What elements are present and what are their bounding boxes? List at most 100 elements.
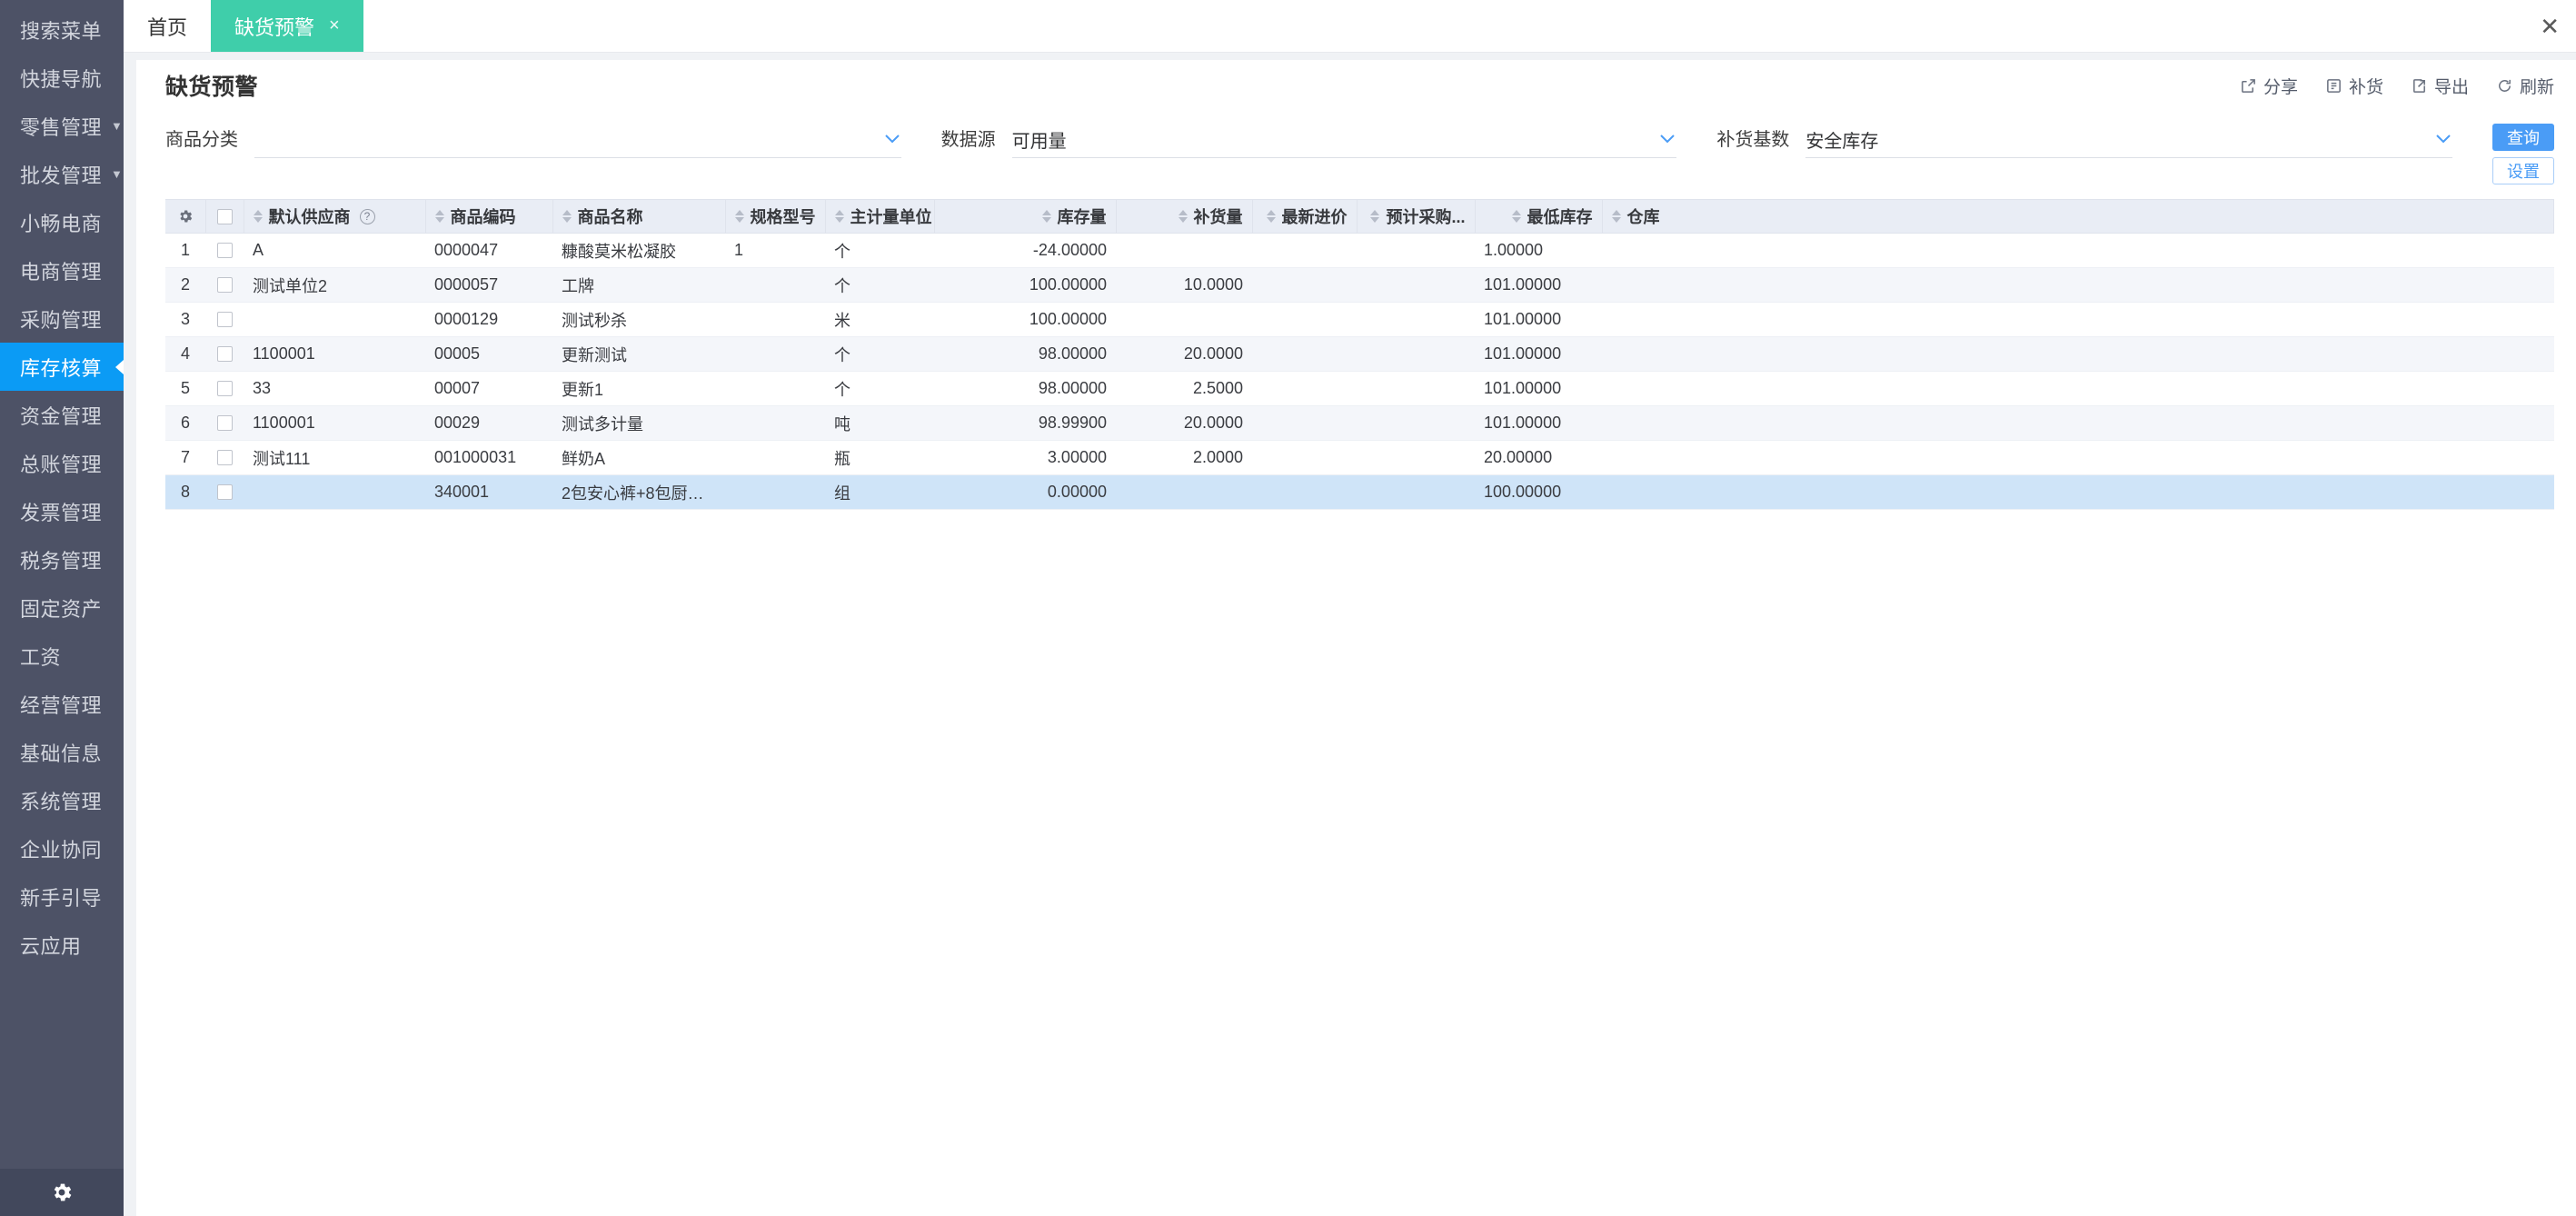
row-checkbox[interactable] xyxy=(216,346,233,362)
row-checkbox-cell[interactable] xyxy=(205,336,244,372)
row-checkbox-cell[interactable] xyxy=(205,267,244,303)
row-checkbox-cell[interactable] xyxy=(205,440,244,475)
sidebar-item-label: 经营管理 xyxy=(20,693,103,717)
select-all-checkbox[interactable] xyxy=(216,208,233,224)
sort-icon[interactable] xyxy=(734,210,744,223)
sidebar-item-16[interactable]: 系统管理 xyxy=(0,776,124,824)
sidebar-item-9[interactable]: 总账管理 xyxy=(0,439,124,487)
row-checkbox[interactable] xyxy=(216,415,233,431)
sidebar-item-5[interactable]: 电商管理 xyxy=(0,246,124,294)
refresh-button[interactable]: 刷新 xyxy=(2496,74,2554,98)
row-checkbox[interactable] xyxy=(216,450,233,465)
sidebar-item-inventory[interactable]: 库存核算 xyxy=(0,343,124,391)
sidebar-list[interactable]: 搜索菜单 快捷导航 零售管理 ▼ 批发管理 ▼ 小畅电商 电商管理 采购管理 库存核… xyxy=(0,0,124,1169)
sidebar-item-14[interactable]: 经营管理 xyxy=(0,680,124,728)
th-price[interactable]: 最新进价 xyxy=(1252,199,1358,234)
sidebar-item-8[interactable]: 资金管理 xyxy=(0,391,124,439)
sidebar-item-19[interactable]: 云应用 xyxy=(0,921,124,969)
sidebar-item-4[interactable]: 小畅电商 xyxy=(0,198,124,246)
share-button[interactable]: 分享 xyxy=(2240,74,2298,98)
th-stock[interactable]: 库存量 xyxy=(934,199,1117,234)
help-icon[interactable]: ? xyxy=(359,208,375,224)
sidebar-item-17[interactable]: 企业协同 xyxy=(0,824,124,872)
th-price-label: 最新进价 xyxy=(1281,208,1348,226)
th-name-label: 商品名称 xyxy=(577,208,643,226)
sort-icon[interactable] xyxy=(1178,210,1188,223)
sort-icon[interactable] xyxy=(1511,210,1521,223)
row-checkbox[interactable] xyxy=(216,484,233,500)
filter-replenish-base-select[interactable]: 安全库存 xyxy=(1805,122,2453,158)
table-row[interactable]: 5 33 00007 更新1 个 98.00000 2.5000 101.00000 xyxy=(165,371,2554,406)
table-row[interactable]: 6 1100001 00029 测试多计量 吨 98.99900 20.0000 101.00… xyxy=(165,405,2554,441)
sidebar-item-label: 固定资产 xyxy=(20,597,103,621)
page-header: 缺货预警 分享 补货 导出 xyxy=(136,60,2576,111)
th-spec[interactable]: 规格型号 xyxy=(725,199,826,234)
table-row[interactable]: 7 测试111 001000031 鲜奶A 瓶 3.00000 2.0000 20.00000 xyxy=(165,440,2554,475)
row-checkbox-cell[interactable] xyxy=(205,474,244,510)
table-row[interactable]: 4 1100001 00005 更新测试 个 98.00000 20.0000 101.000… xyxy=(165,336,2554,372)
sidebar-item-15[interactable]: 基础信息 xyxy=(0,728,124,776)
sidebar-item-2[interactable]: 零售管理 ▼ xyxy=(0,102,124,150)
export-button[interactable]: 导出 xyxy=(2411,74,2469,98)
chevron-down-icon: ▼ xyxy=(111,119,124,133)
sort-icon[interactable] xyxy=(253,210,263,223)
table-row[interactable]: 8 340001 2包安心裤+8包厨房湿巾 组 0.00000 100.00000 xyxy=(165,474,2554,510)
row-checkbox-cell[interactable] xyxy=(205,302,244,337)
th-supplier[interactable]: 默认供应商? xyxy=(244,199,426,234)
cell-name: 工牌 xyxy=(552,267,725,303)
sidebar-item-1[interactable]: 快捷导航 xyxy=(0,54,124,102)
row-checkbox-cell[interactable] xyxy=(205,371,244,406)
row-index: 2 xyxy=(165,267,205,303)
sidebar-item-label: 小畅电商 xyxy=(20,212,103,235)
sidebar-item-10[interactable]: 发票管理 xyxy=(0,487,124,535)
tab-home[interactable]: 首页 xyxy=(124,0,211,52)
sort-icon[interactable] xyxy=(834,210,844,223)
sort-icon[interactable] xyxy=(434,210,444,223)
select-all-header[interactable] xyxy=(205,199,244,234)
window-close-icon[interactable]: ✕ xyxy=(2540,12,2560,40)
th-unit[interactable]: 主计量单位 xyxy=(825,199,935,234)
filter-datasource-select[interactable]: 可用量 xyxy=(1011,122,1677,158)
row-checkbox-cell[interactable] xyxy=(205,233,244,268)
sidebar-item-12[interactable]: 固定资产 xyxy=(0,583,124,632)
table-row[interactable]: 1 A 0000047 糠酸莫米松凝胶 1 个 -24.00000 1.00000 xyxy=(165,233,2554,268)
table-row[interactable]: 2 测试单位2 0000057 工牌 个 100.00000 10.0000 101.0000… xyxy=(165,267,2554,303)
settings-button[interactable]: 设置 xyxy=(2492,157,2555,184)
column-settings-button[interactable] xyxy=(165,199,206,234)
th-name[interactable]: 商品名称 xyxy=(552,199,726,234)
query-button[interactable]: 查询 xyxy=(2492,124,2555,151)
cell-stock: 98.99900 xyxy=(934,405,1116,441)
th-code[interactable]: 商品编码 xyxy=(425,199,553,234)
sidebar-item-0[interactable]: 搜索菜单 xyxy=(0,5,124,54)
row-index: 3 xyxy=(165,302,205,337)
sort-icon[interactable] xyxy=(1266,210,1276,223)
sort-icon[interactable] xyxy=(1041,210,1051,223)
filter-category-select[interactable] xyxy=(254,122,901,158)
row-checkbox[interactable] xyxy=(216,312,233,327)
sort-icon[interactable] xyxy=(1370,210,1380,223)
cell-purchase xyxy=(1357,336,1475,372)
tab-stockout-alert[interactable]: 缺货预警 × xyxy=(211,0,363,52)
cell-unit: 个 xyxy=(825,233,934,268)
sidebar-item-11[interactable]: 税务管理 xyxy=(0,535,124,583)
sidebar-settings-button[interactable] xyxy=(0,1169,124,1216)
sort-icon[interactable] xyxy=(562,210,572,223)
replenish-button[interactable]: 补货 xyxy=(2325,74,2383,98)
sidebar-item-18[interactable]: 新手引导 xyxy=(0,872,124,921)
th-warehouse[interactable]: 仓库 xyxy=(1602,199,2554,234)
row-checkbox[interactable] xyxy=(216,381,233,396)
sidebar-item-13[interactable]: 工资 xyxy=(0,632,124,680)
tab-close-icon[interactable]: × xyxy=(329,15,340,35)
sort-icon[interactable] xyxy=(1611,210,1621,223)
sidebar-item-3[interactable]: 批发管理 ▼ xyxy=(0,150,124,198)
table-row[interactable]: 3 0000129 测试秒杀 米 100.00000 101.00000 xyxy=(165,302,2554,337)
row-checkbox-cell[interactable] xyxy=(205,405,244,441)
cell-name: 更新1 xyxy=(552,371,725,406)
row-checkbox[interactable] xyxy=(216,243,233,258)
th-replenish[interactable]: 补货量 xyxy=(1116,199,1253,234)
sidebar-item-6[interactable]: 采购管理 xyxy=(0,294,124,343)
th-purchase[interactable]: 预计采购... xyxy=(1357,199,1476,234)
row-checkbox[interactable] xyxy=(216,277,233,293)
th-minstock[interactable]: 最低库存 xyxy=(1475,199,1603,234)
